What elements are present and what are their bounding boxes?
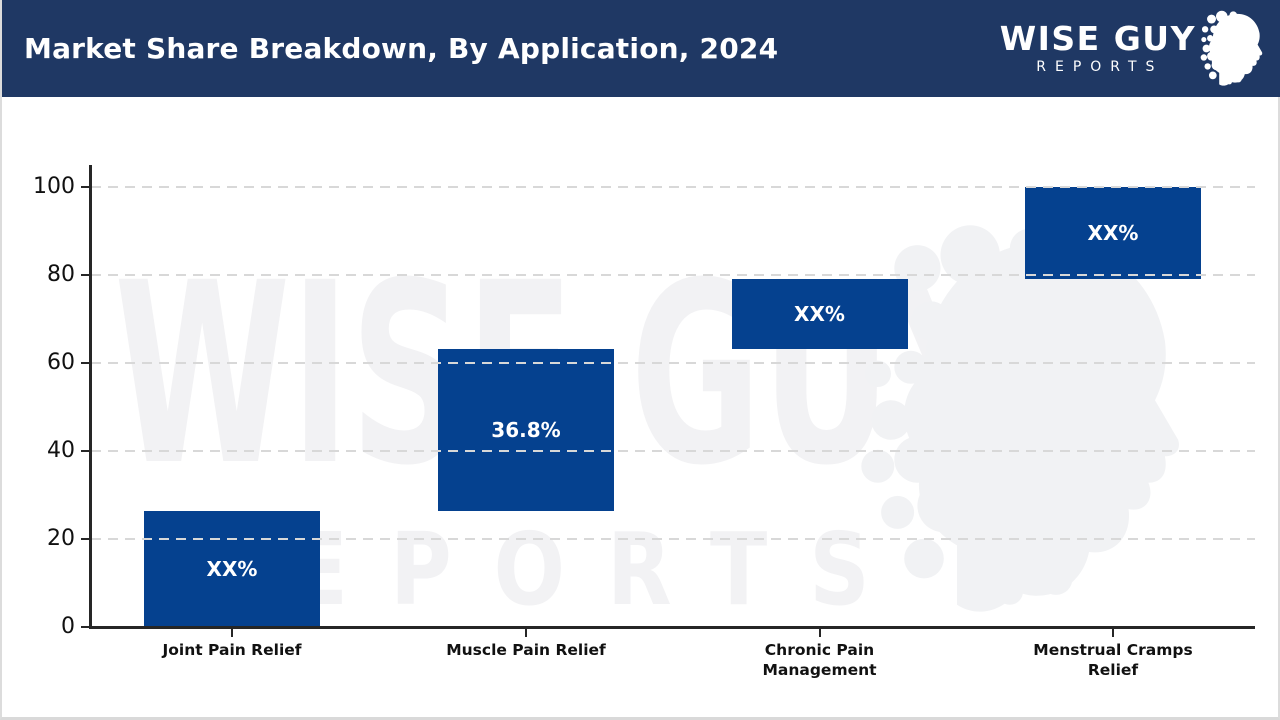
y-tick-40: [81, 450, 89, 452]
x-axis: [89, 626, 1255, 629]
x-category-label-3: Chronic Pain Management: [762, 641, 877, 679]
y-tick-label-60: 60: [47, 350, 75, 375]
bar-value-label-4: XX%: [1087, 220, 1139, 245]
x-category-label-1: Joint Pain Relief: [162, 641, 302, 659]
x-tick-1: [231, 629, 233, 637]
y-tick-label-0: 0: [61, 614, 75, 639]
bar-segment-1: [144, 510, 320, 627]
chart-title: Market Share Breakdown, By Application, …: [24, 32, 779, 65]
y-gridline-40: [91, 450, 1255, 452]
brand-logo: WISE GUY REPORTS: [1000, 10, 1264, 87]
logo-text: WISE GUY REPORTS: [1000, 22, 1196, 75]
y-gridline-20: [91, 538, 1255, 540]
y-tick-60: [81, 362, 89, 364]
x-tick-2: [525, 629, 527, 637]
bar-segment-2: [438, 348, 614, 511]
bar-segment-3: [731, 278, 908, 349]
y-tick-label-100: 100: [33, 174, 75, 199]
watermark-head-icon: [861, 225, 1179, 612]
y-gridline-100: [91, 186, 1255, 188]
logo-wordmark: WISE GUY: [999, 19, 1196, 59]
wiseguy-head-icon: [1200, 10, 1263, 86]
y-tick-0: [81, 626, 89, 628]
logo-subtitle: REPORTS: [1036, 58, 1164, 75]
y-axis: [89, 165, 92, 629]
y-gridline-60: [91, 362, 1255, 364]
x-category-label-4: Menstrual Cramps Relief: [1033, 641, 1193, 679]
y-tick-label-40: 40: [47, 438, 75, 463]
bar-value-label-3: XX%: [794, 301, 845, 326]
bar-segment-4: [1025, 187, 1201, 279]
x-category-label-2: Muscle Pain Relief: [446, 641, 606, 659]
y-tick-label-20: 20: [47, 526, 75, 551]
y-tick-100: [81, 186, 89, 188]
y-gridline-80: [91, 274, 1255, 276]
header: Market Share Breakdown, By Application, …: [2, 0, 1280, 97]
y-tick-label-80: 80: [47, 262, 75, 287]
x-tick-4: [1112, 629, 1114, 637]
y-tick-80: [81, 274, 89, 276]
bar-value-label-1: XX%: [206, 556, 258, 581]
bar-value-label-2: 36.8%: [491, 417, 561, 442]
y-tick-20: [81, 538, 89, 540]
x-tick-3: [818, 629, 821, 637]
